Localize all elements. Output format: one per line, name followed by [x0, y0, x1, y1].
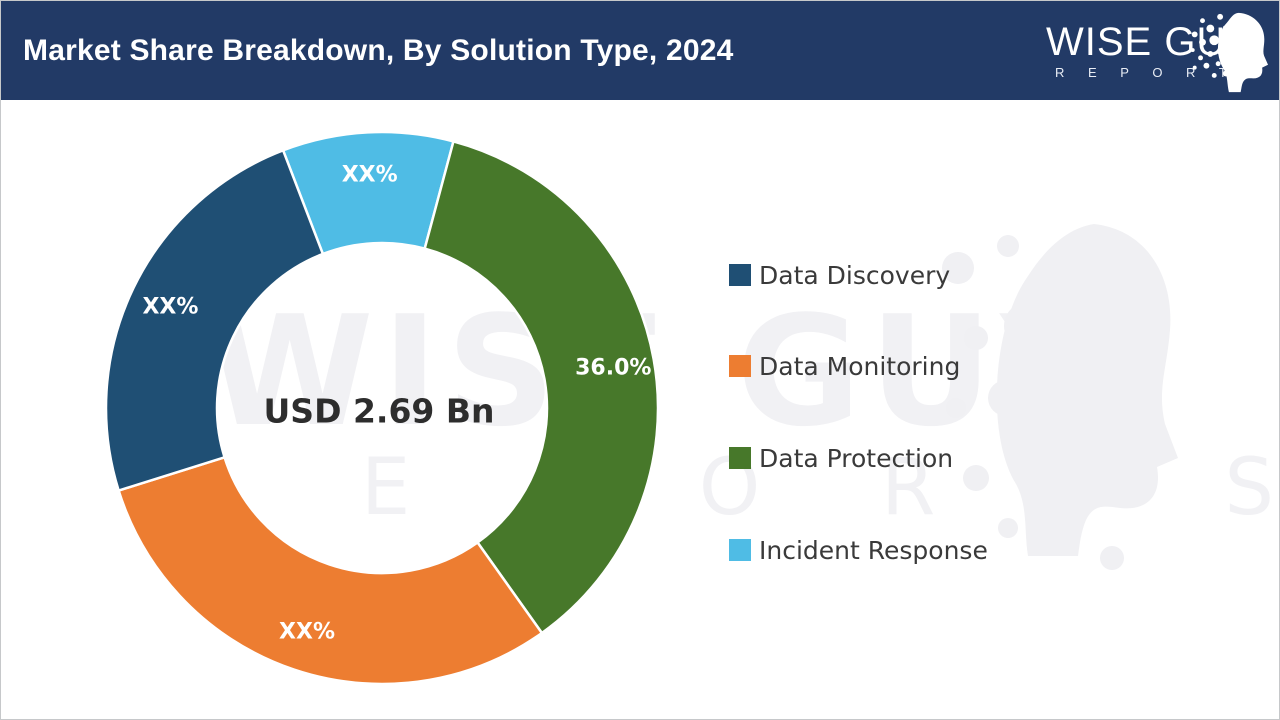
legend-swatch-incident-response	[729, 539, 751, 561]
logo-head-icon	[1190, 12, 1269, 93]
legend-item-data-monitoring: Data Monitoring	[729, 348, 960, 384]
legend-swatch-data-discovery	[729, 264, 751, 286]
logo: WISE GUY R E P O R T S	[1034, 7, 1269, 95]
legend-item-label: Data Protection	[759, 443, 954, 473]
watermark-head-icon	[942, 224, 1178, 570]
legend: Data Discovery Data Monitoring Data Prot…	[729, 1, 1149, 719]
segment-label-data-monitoring: XX%	[279, 620, 335, 645]
legend-item-data-discovery: Data Discovery	[729, 257, 950, 293]
segment-label-incident-response: XX%	[342, 162, 398, 187]
legend-item-incident-response: Incident Response	[729, 532, 988, 568]
legend-item-label: Data Monitoring	[759, 351, 961, 381]
donut-segment-data-monitoring	[117, 455, 544, 686]
header: Market Share Breakdown, By Solution Type…	[1, 1, 1279, 100]
legend-swatch-data-protection	[729, 447, 751, 469]
logo-subtext: R E P O R T S	[1055, 65, 1269, 80]
chart-center-value: USD 2.69 Bn	[263, 391, 495, 431]
segment-label-data-discovery: XX%	[142, 295, 198, 320]
legend-item-label: Data Discovery	[759, 260, 951, 290]
legend-item-label: Incident Response	[759, 535, 988, 565]
page-title: Market Share Breakdown, By Solution Type…	[23, 33, 734, 67]
segment-label-data-protection: 36.0%	[575, 355, 651, 380]
donut-segment-data-discovery	[104, 148, 325, 493]
donut-segment-data-protection	[423, 139, 660, 635]
legend-swatch-data-monitoring	[729, 355, 751, 377]
legend-item-data-protection: Data Protection	[729, 440, 953, 476]
